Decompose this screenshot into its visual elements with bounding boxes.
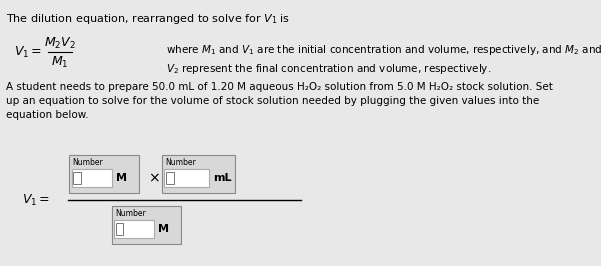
Text: Number: Number — [115, 209, 145, 218]
FancyBboxPatch shape — [162, 155, 235, 193]
Text: where $M_1$ and $V_1$ are the initial concentration and volume, respectively, an: where $M_1$ and $V_1$ are the initial co… — [166, 43, 601, 76]
Text: $M_1$: $M_1$ — [52, 55, 69, 69]
Text: A student needs to prepare 50.0 mL of 1.20 M aqueous H₂O₂ solution from 5.0 M H₂: A student needs to prepare 50.0 mL of 1.… — [6, 82, 553, 120]
FancyBboxPatch shape — [112, 206, 182, 244]
Text: $M_2V_2$: $M_2V_2$ — [44, 35, 76, 51]
FancyBboxPatch shape — [166, 172, 174, 184]
FancyBboxPatch shape — [72, 169, 112, 187]
Text: Number: Number — [165, 158, 196, 167]
Text: M: M — [158, 224, 169, 234]
Text: $V_1 =$: $V_1 =$ — [22, 192, 50, 207]
FancyBboxPatch shape — [69, 155, 139, 193]
FancyBboxPatch shape — [164, 169, 209, 187]
Text: $V_1 =$: $V_1 =$ — [14, 44, 42, 60]
Text: Number: Number — [73, 158, 103, 167]
FancyBboxPatch shape — [114, 220, 154, 238]
Text: mL: mL — [213, 173, 231, 183]
Text: $\times$: $\times$ — [148, 171, 160, 185]
FancyBboxPatch shape — [73, 172, 81, 184]
Text: The dilution equation, rearranged to solve for $V_1$ is: The dilution equation, rearranged to sol… — [6, 12, 290, 26]
FancyBboxPatch shape — [115, 223, 123, 235]
Text: M: M — [115, 173, 127, 183]
